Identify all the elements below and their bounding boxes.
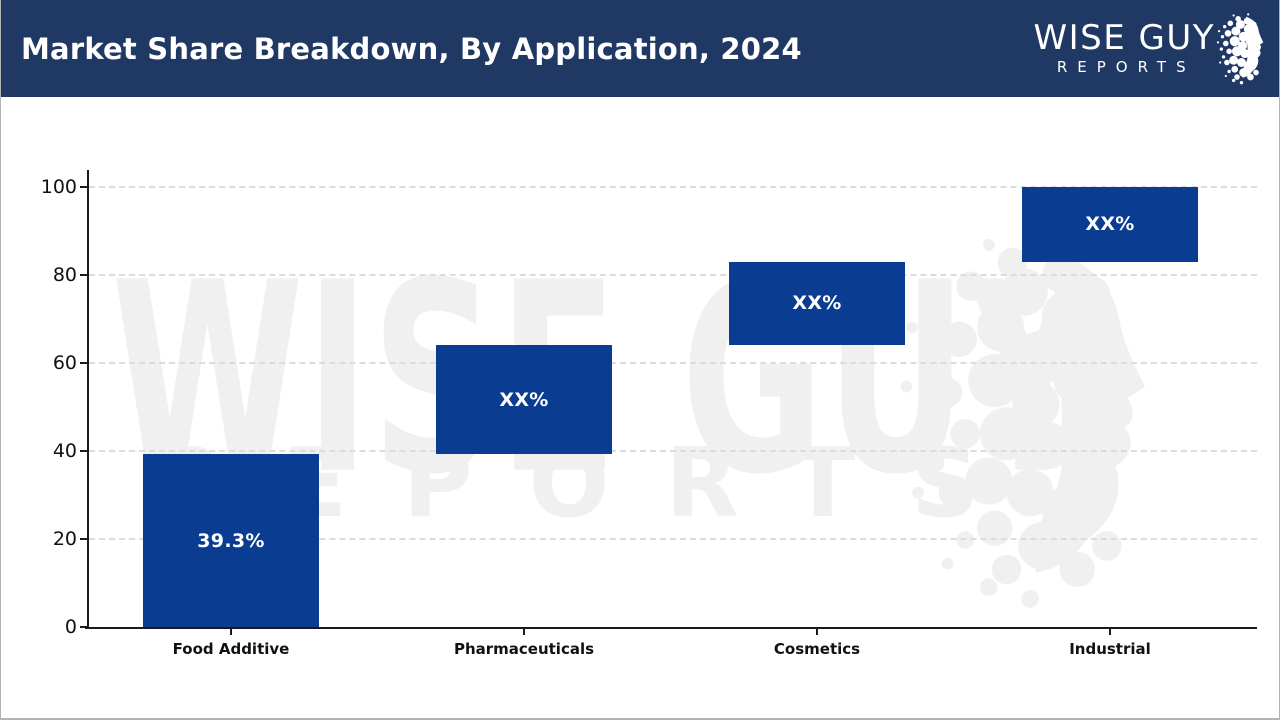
x-category-label: Cosmetics [773,640,861,658]
x-axis [85,627,1257,629]
y-tick-mark [80,274,89,276]
y-tick-label: 20 [52,528,77,550]
x-category-label: Industrial [1069,640,1151,658]
bar-value-label: XX% [1085,213,1135,236]
x-category-label: Pharmaceuticals [453,640,595,658]
gridline [89,186,1257,188]
page-title: Market Share Breakdown, By Application, … [21,31,802,66]
bar-food-additive: 39.3% [143,454,319,627]
y-tick-label: 80 [52,264,77,286]
chart-area: WISE GUY REPORTS 0 20 40 60 80 100 39.3% Food A… [1,97,1280,720]
x-tick-mark [523,629,525,635]
y-tick-mark [80,450,89,452]
bar-pharmaceuticals: XX% [436,344,612,455]
y-tick-label: 40 [52,440,77,462]
gridline [89,274,1257,276]
gridline [89,450,1257,452]
gridline [89,362,1257,364]
head-dots-icon [1209,12,1265,85]
y-tick-label: 0 [64,616,77,638]
logo-wordmark-sub: REPORTS [1056,58,1196,76]
y-tick-label: 60 [52,352,77,374]
x-category-label: Food Additive [172,640,290,658]
y-tick-mark [80,626,89,628]
gridline [89,538,1257,540]
bar-cosmetics: XX% [729,261,905,345]
wise-guy-reports-logo: WISE GUY REPORTS [1033,12,1265,85]
y-tick-mark [80,362,89,364]
bar-value-label: XX% [792,292,842,315]
x-tick-mark [816,629,818,635]
y-tick-label: 100 [40,176,77,198]
y-tick-mark [80,538,89,540]
x-tick-mark [230,629,232,635]
header-bar: Market Share Breakdown, By Application, … [1,0,1279,97]
bar-value-label: XX% [499,388,549,411]
logo-wordmark-main: WISE GUY [1033,18,1215,58]
y-axis [87,170,89,629]
y-tick-mark [80,186,89,188]
x-tick-mark [1109,629,1111,635]
bar-industrial: XX% [1022,187,1198,262]
bar-value-label: 39.3% [197,529,265,552]
logo-wordmark: WISE GUY REPORTS [1033,21,1215,76]
